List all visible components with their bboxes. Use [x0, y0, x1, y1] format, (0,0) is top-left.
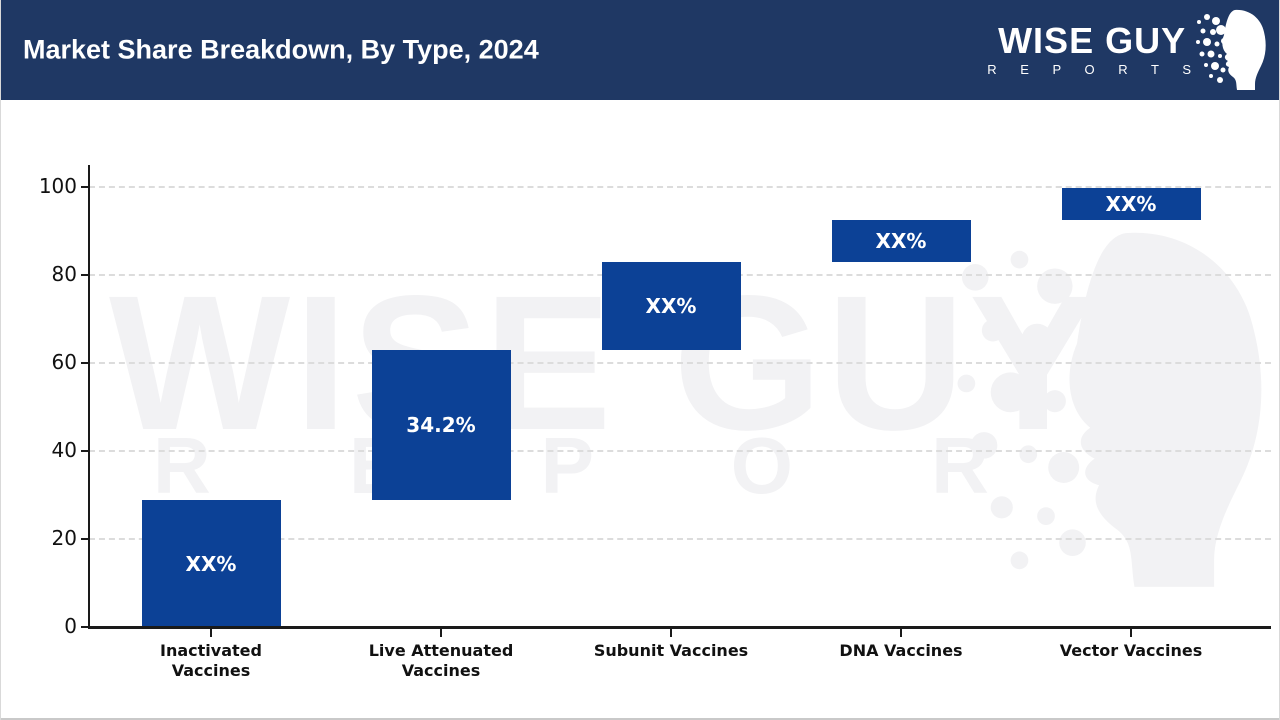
- x-tick-mark: [1130, 629, 1132, 637]
- y-tick-label: 20: [51, 526, 77, 550]
- y-axis-line: [88, 165, 90, 629]
- brand-subtitle: R E P O R T S: [987, 62, 1201, 77]
- brand-head-icon: [1196, 9, 1266, 91]
- y-tick-mark: [81, 450, 89, 452]
- bottom-border: [1, 718, 1279, 720]
- y-gridline: [89, 362, 1271, 364]
- y-gridline: [89, 186, 1271, 188]
- bar: XX%: [831, 220, 971, 262]
- header-bar: Market Share Breakdown, By Type, 2024 WI…: [1, 0, 1279, 100]
- bar: XX%: [141, 500, 281, 627]
- brand-logo: WISE GUY R E P O R T S: [983, 8, 1269, 92]
- y-tick-mark: [81, 274, 89, 276]
- bar: XX%: [601, 261, 741, 350]
- y-gridline: [89, 450, 1271, 452]
- brand-logo-text: WISE GUY R E P O R T S: [983, 20, 1201, 78]
- y-tick-label: 80: [51, 262, 77, 286]
- bar: 34.2%: [371, 349, 511, 501]
- x-axis-line: [88, 626, 1271, 629]
- x-category-label: Vector Vaccines: [1059, 641, 1203, 660]
- bar-value-label: XX%: [645, 293, 697, 318]
- bar-value-label: XX%: [1105, 192, 1157, 217]
- y-tick-mark: [81, 626, 89, 628]
- x-tick-mark: [210, 629, 212, 637]
- x-category-label: Inactivated Vaccines: [160, 641, 262, 680]
- bar: XX%: [1061, 188, 1201, 220]
- y-tick-label: 40: [51, 438, 77, 462]
- x-category-label: DNA Vaccines: [839, 641, 963, 660]
- y-tick-mark: [81, 186, 89, 188]
- brand-name: WISE GUY: [998, 20, 1187, 61]
- y-tick-mark: [81, 538, 89, 540]
- y-gridline: [89, 538, 1271, 540]
- x-tick-mark: [670, 629, 672, 637]
- y-tick-label: 100: [38, 174, 77, 198]
- x-category-label: Subunit Vaccines: [593, 641, 749, 660]
- bar-value-label: XX%: [875, 228, 927, 253]
- bar-value-label: XX%: [185, 551, 237, 576]
- y-tick-mark: [81, 362, 89, 364]
- x-tick-mark: [440, 629, 442, 637]
- y-tick-label: 0: [64, 614, 77, 638]
- x-tick-mark: [900, 629, 902, 637]
- bar-value-label: 34.2%: [406, 413, 476, 438]
- x-category-label: Live Attenuated Vaccines: [368, 641, 514, 680]
- page-title: Market Share Breakdown, By Type, 2024: [23, 34, 539, 65]
- y-tick-label: 60: [51, 350, 77, 374]
